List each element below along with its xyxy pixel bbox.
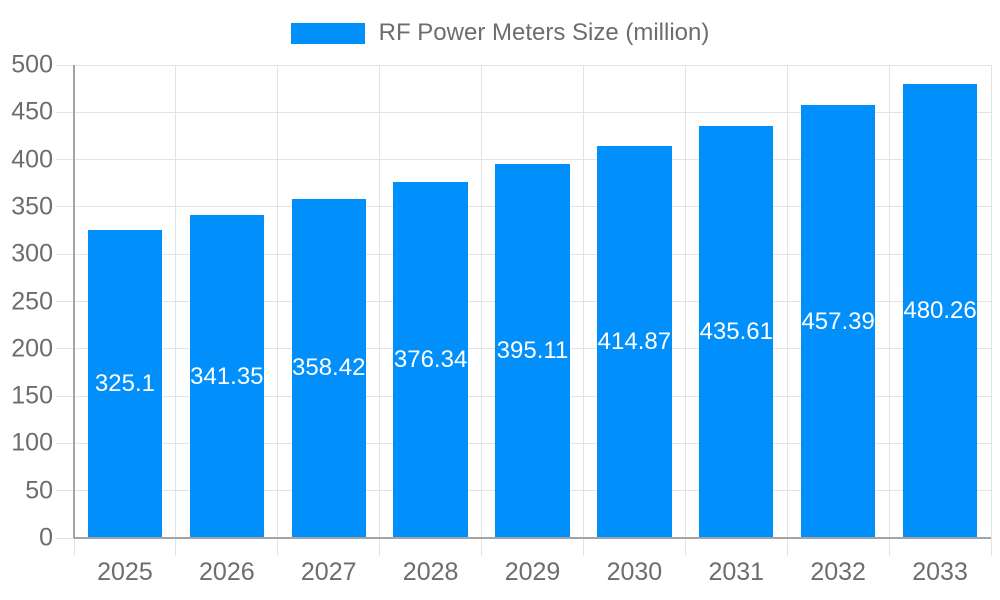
x-tick [888,538,890,556]
v-gridline [379,65,381,538]
x-axis-labels: 2025 2026 2027 2028 2029 2030 2031 2032 2033 [74,558,991,588]
y-tick [56,395,74,397]
v-gridline [990,65,992,538]
bar: 414.87 [597,145,672,538]
bar: 395.11 [495,164,570,538]
x-axis-tick-label: 2031 [708,558,765,586]
v-gridline [481,65,483,538]
v-gridline [888,65,890,538]
bar: 480.26 [902,83,978,538]
x-axis-tick-label: 2030 [606,558,663,586]
legend-label: RF Power Meters Size (million) [378,19,710,46]
bar-value-label: 395.11 [496,337,569,365]
bar: 325.1 [87,230,163,538]
x-tick [73,538,75,556]
y-tick [56,111,74,113]
bar-value-label: 325.1 [94,370,155,398]
v-gridline [277,65,279,538]
h-gridline [74,111,991,113]
x-tick [990,538,992,556]
v-gridline [582,65,584,538]
x-tick [175,538,177,556]
bar: 457.39 [800,105,876,538]
bar: 341.35 [189,215,265,538]
y-axis-tick-label: 350 [11,192,53,221]
x-tick [582,538,584,556]
bar: 358.42 [291,198,366,538]
bar: 376.34 [393,181,468,538]
y-axis-tick-label: 400 [11,145,53,174]
bar-value-label: 341.35 [190,362,264,390]
y-tick [56,159,74,161]
x-axis-line [74,537,991,539]
y-axis-tick-label: 500 [11,50,53,79]
y-axis-tick-label: 0 [39,523,53,552]
y-axis-tick-label: 450 [11,97,53,126]
y-axis-tick-label: 150 [11,381,53,410]
x-axis-tick-label: 2029 [504,558,561,586]
bar-value-label: 376.34 [393,345,468,373]
y-tick [56,348,74,350]
y-tick [56,206,74,208]
bar: 435.61 [699,125,774,538]
x-axis-tick-label: 2027 [300,558,357,586]
x-tick [684,538,686,556]
x-tick [786,538,788,556]
x-axis-tick-label: 2033 [912,558,968,586]
y-tick [56,442,74,444]
y-tick [56,64,74,66]
y-axis-tick-label: 200 [11,334,53,363]
y-axis-tick-label: 100 [11,428,53,457]
y-tick [56,253,74,255]
x-tick [481,538,483,556]
bar-value-label: 414.87 [597,327,672,355]
y-axis-line [73,65,75,538]
bar-value-label: 480.26 [903,296,977,324]
y-tick [56,301,74,302]
plot-area: 325.1 341.35 358.42 376.34 395.11 414.87 435.6… [56,64,992,556]
bar-value-label: 435.61 [699,317,773,345]
y-axis-tick-label: 300 [11,239,53,268]
v-gridline [786,65,788,538]
y-axis-tick-label: 250 [11,287,53,315]
x-axis-tick-label: 2032 [810,558,866,586]
x-axis-tick-label: 2025 [97,558,153,586]
legend-swatch [290,22,365,44]
bar-value-label: 358.42 [292,354,366,382]
x-tick [277,538,279,556]
y-axis-tick-label: 50 [25,476,53,505]
x-axis-tick-label: 2028 [402,558,459,586]
h-gridline [74,159,991,161]
legend: RF Power Meters Size (million) [0,21,1000,45]
bar-value-label: 457.39 [801,307,875,335]
v-gridline [175,65,177,538]
v-gridline [684,65,686,538]
y-tick [56,537,74,539]
h-gridline [74,64,991,66]
y-axis-labels: 0 50 100 150 200 250 300 350 400 450 500 [0,51,53,552]
x-axis-tick-label: 2026 [199,558,255,586]
x-tick [379,538,381,556]
y-tick [56,490,74,492]
